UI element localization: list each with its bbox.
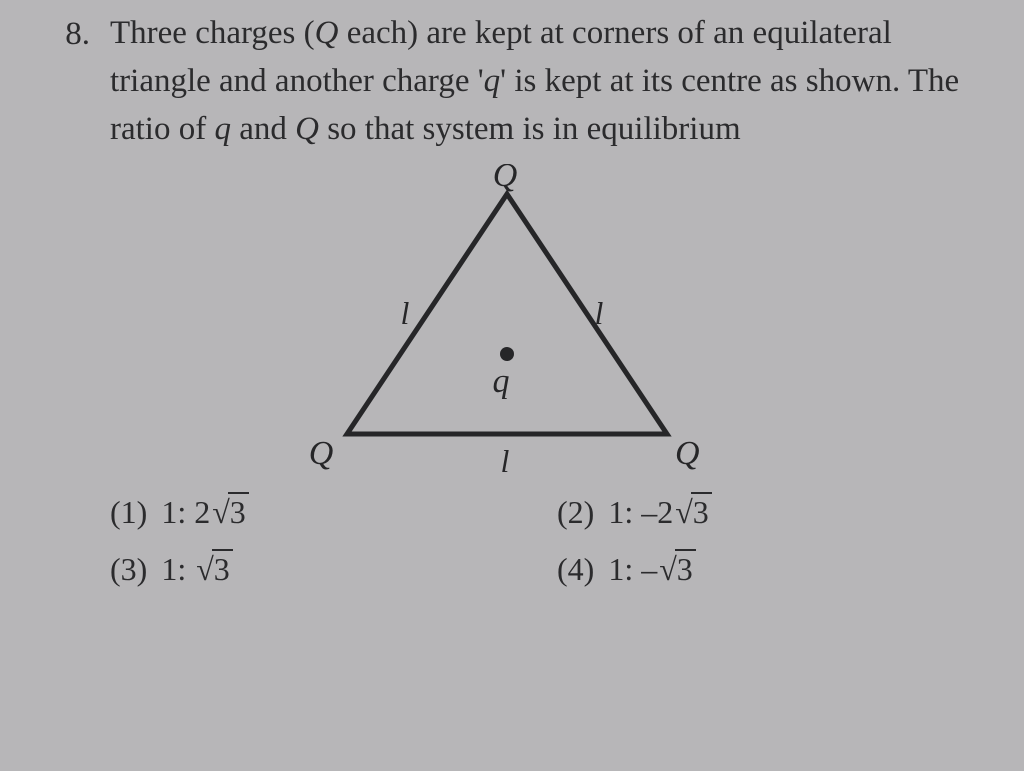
option-4-radicand: 3 (675, 549, 696, 587)
sqrt-icon: 3 (210, 494, 249, 531)
side-label-left: l (401, 295, 410, 331)
option-1-prefix: 1: 2 (161, 494, 210, 530)
option-4-value: 1: – 3 (608, 551, 695, 588)
sqrt-icon: 3 (657, 551, 696, 588)
option-1-label: (1) (110, 494, 147, 531)
vertex-label-right: Q (675, 435, 700, 472)
option-2-prefix: 1: –2 (608, 494, 673, 530)
figure-wrap: Q Q Q q l l l (30, 164, 984, 484)
option-2-radicand: 3 (691, 492, 712, 530)
vertex-label-top: Q (493, 164, 518, 194)
sqrt-icon: 3 (673, 494, 712, 531)
option-1: (1) 1: 2 3 (110, 494, 497, 531)
question-row: 8. Three charges (Q each) are kept at co… (30, 10, 984, 154)
option-1-radicand: 3 (228, 492, 249, 530)
option-1-value: 1: 2 3 (161, 494, 248, 531)
option-3-radicand: 3 (212, 549, 233, 587)
question-number: 8. (30, 10, 110, 53)
qtext-Q2: Q (295, 111, 319, 147)
option-3: (3) 1: 3 (110, 551, 497, 588)
option-2-label: (2) (557, 494, 594, 531)
centroid-dot (500, 347, 514, 361)
qtext-p4: and (231, 111, 295, 147)
qtext-p1: Three charges ( (110, 15, 315, 51)
option-2-value: 1: –2 3 (608, 494, 711, 531)
qtext-q2: q (214, 111, 231, 147)
qtext-Q1: Q (315, 15, 339, 51)
option-4: (4) 1: – 3 (557, 551, 944, 588)
option-3-value: 1: 3 (161, 551, 232, 588)
side-label-bottom: l (501, 443, 510, 479)
options-grid: (1) 1: 23 (2) 1: –23 (3) 1: 3 (4) 1: –3 (110, 494, 944, 588)
option-4-label: (4) (557, 551, 594, 588)
center-label: q (493, 363, 510, 400)
qtext-q1: q (484, 63, 501, 99)
page: 8. Three charges (Q each) are kept at co… (0, 0, 1024, 771)
option-4-prefix: 1: – (608, 551, 657, 587)
triangle-figure: Q Q Q q l l l (287, 164, 727, 484)
side-label-right: l (595, 295, 604, 331)
option-2: (2) 1: –2 3 (557, 494, 944, 531)
question-text: Three charges (Q each) are kept at corne… (110, 10, 984, 154)
vertex-label-left: Q (309, 435, 334, 472)
qtext-p5: so that system is in equilibrium (319, 111, 741, 147)
sqrt-icon: 3 (194, 551, 233, 588)
option-3-prefix: 1: (161, 551, 194, 587)
option-3-label: (3) (110, 551, 147, 588)
